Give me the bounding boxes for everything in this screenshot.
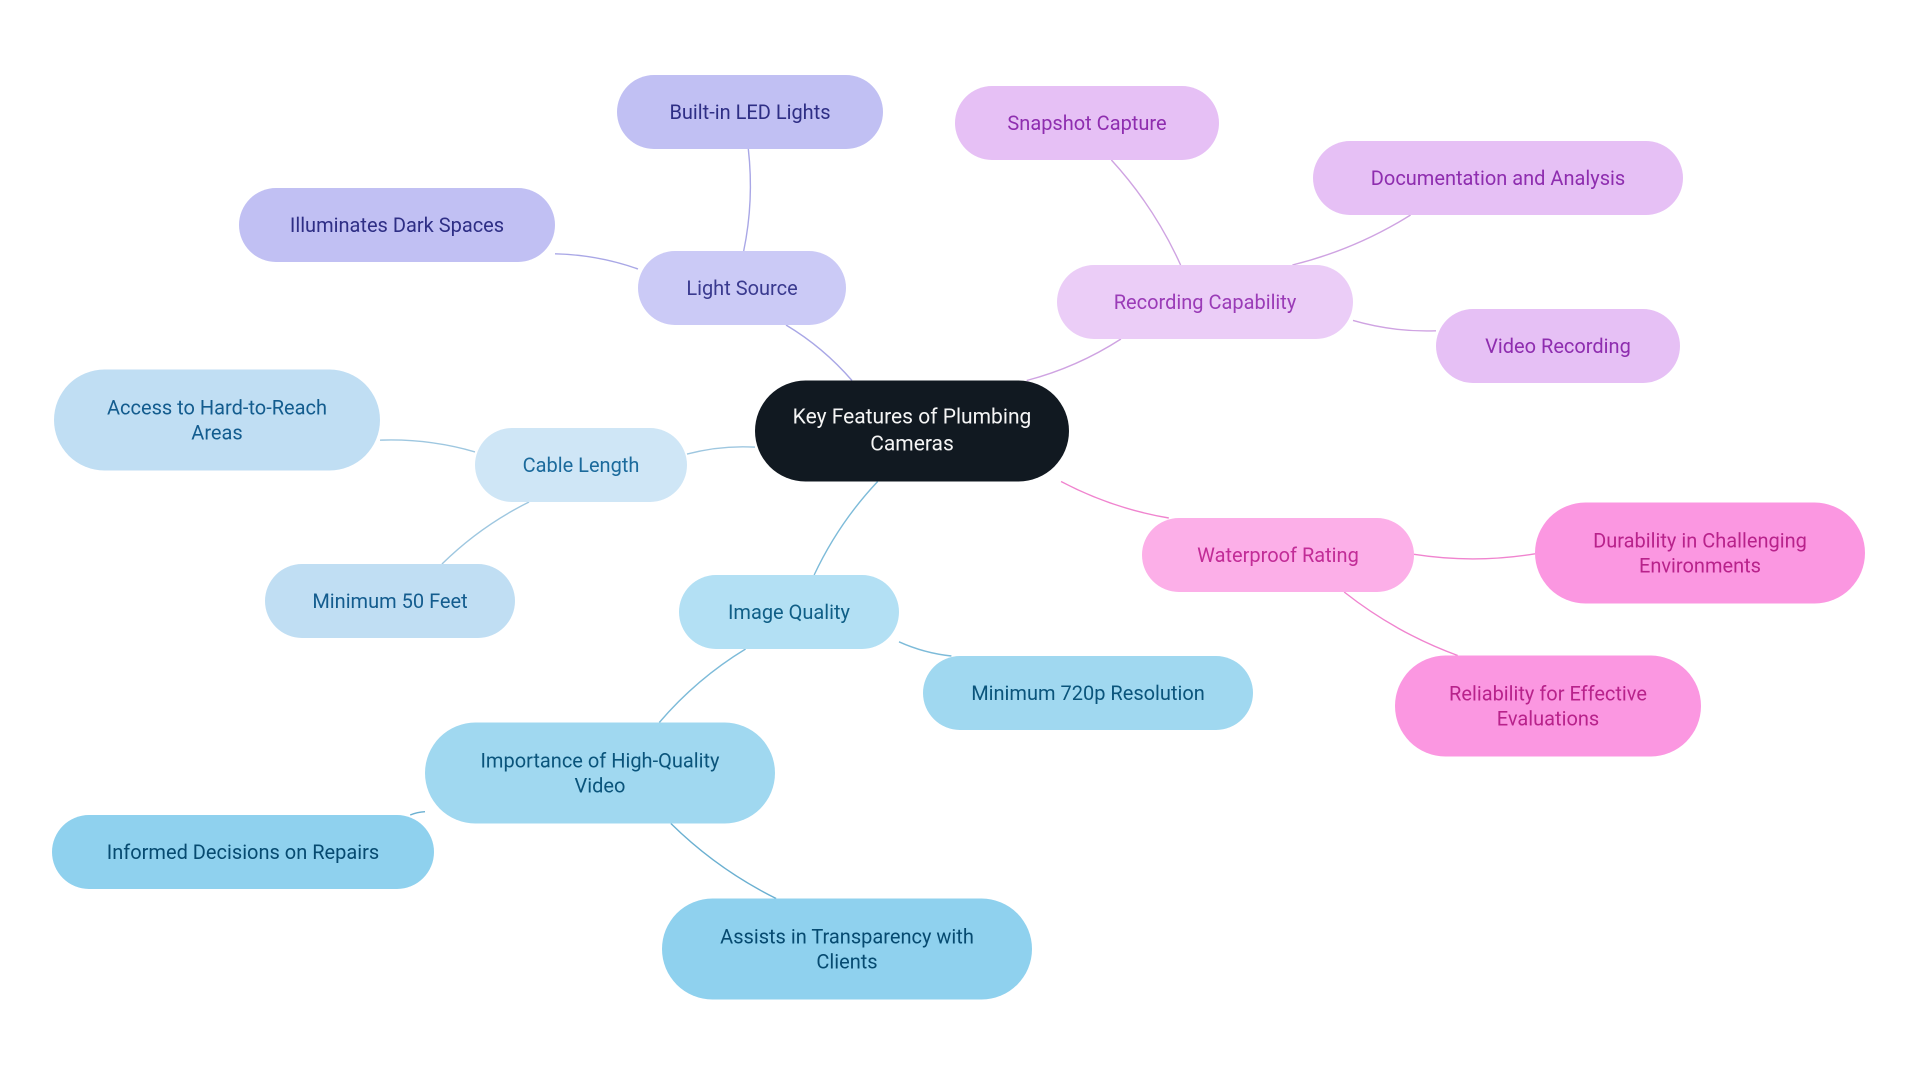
- mindmap-node: Built-in LED Lights: [617, 75, 883, 149]
- node-label: Reliability for Effective Evaluations: [1449, 681, 1647, 731]
- edge: [1414, 554, 1535, 559]
- edge: [687, 447, 755, 454]
- mindmap-node: Light Source: [638, 251, 846, 325]
- mindmap-node: Reliability for Effective Evaluations: [1395, 656, 1701, 757]
- edge: [410, 812, 425, 815]
- node-label: Access to Hard-to-Reach Areas: [107, 395, 327, 445]
- edge: [1111, 160, 1180, 265]
- node-label: Image Quality: [728, 600, 850, 625]
- edge: [659, 649, 745, 723]
- node-label: Built-in LED Lights: [669, 100, 830, 125]
- edge: [380, 440, 475, 452]
- mindmap-node: Importance of High-Quality Video: [425, 723, 775, 824]
- edge: [744, 149, 751, 251]
- node-label: Minimum 50 Feet: [312, 589, 467, 614]
- mindmap-node: Minimum 720p Resolution: [923, 656, 1253, 730]
- node-label: Informed Decisions on Repairs: [107, 840, 379, 865]
- mindmap-node: Documentation and Analysis: [1313, 141, 1683, 215]
- mindmap-node: Image Quality: [679, 575, 899, 649]
- mindmap-node: Video Recording: [1436, 309, 1680, 383]
- mindmap-node: Access to Hard-to-Reach Areas: [54, 370, 380, 471]
- edge: [442, 502, 529, 564]
- edge: [786, 325, 852, 381]
- mindmap-center-node: Key Features of Plumbing Cameras: [755, 381, 1069, 482]
- mindmap-node: Illuminates Dark Spaces: [239, 188, 555, 262]
- edge: [555, 254, 638, 269]
- edge: [899, 642, 951, 656]
- node-label: Light Source: [686, 276, 797, 301]
- mindmap-node: Durability in Challenging Environments: [1535, 503, 1865, 604]
- mindmap-node: Informed Decisions on Repairs: [52, 815, 434, 889]
- edge: [1061, 482, 1169, 519]
- node-label: Recording Capability: [1114, 290, 1297, 315]
- mindmap-node: Assists in Transparency with Clients: [662, 899, 1032, 1000]
- node-label: Key Features of Plumbing Cameras: [793, 405, 1032, 458]
- node-label: Video Recording: [1485, 334, 1631, 359]
- node-label: Importance of High-Quality Video: [480, 748, 719, 798]
- edge: [1292, 215, 1410, 265]
- edge: [1027, 339, 1121, 381]
- mindmap-node: Cable Length: [475, 428, 687, 502]
- node-label: Minimum 720p Resolution: [971, 681, 1205, 706]
- mindmap-node: Recording Capability: [1057, 265, 1353, 339]
- node-label: Durability in Challenging Environments: [1593, 528, 1807, 578]
- node-label: Cable Length: [523, 453, 640, 478]
- node-label: Documentation and Analysis: [1371, 166, 1625, 191]
- node-label: Illuminates Dark Spaces: [290, 213, 504, 238]
- mindmap-node: Snapshot Capture: [955, 86, 1219, 160]
- edge: [814, 482, 878, 576]
- edge: [671, 824, 776, 899]
- node-label: Snapshot Capture: [1007, 111, 1166, 136]
- node-label: Assists in Transparency with Clients: [720, 924, 974, 974]
- mindmap-node: Waterproof Rating: [1142, 518, 1414, 592]
- mindmap-node: Minimum 50 Feet: [265, 564, 515, 638]
- edge: [1353, 320, 1436, 331]
- edge: [1344, 592, 1458, 656]
- node-label: Waterproof Rating: [1197, 543, 1359, 568]
